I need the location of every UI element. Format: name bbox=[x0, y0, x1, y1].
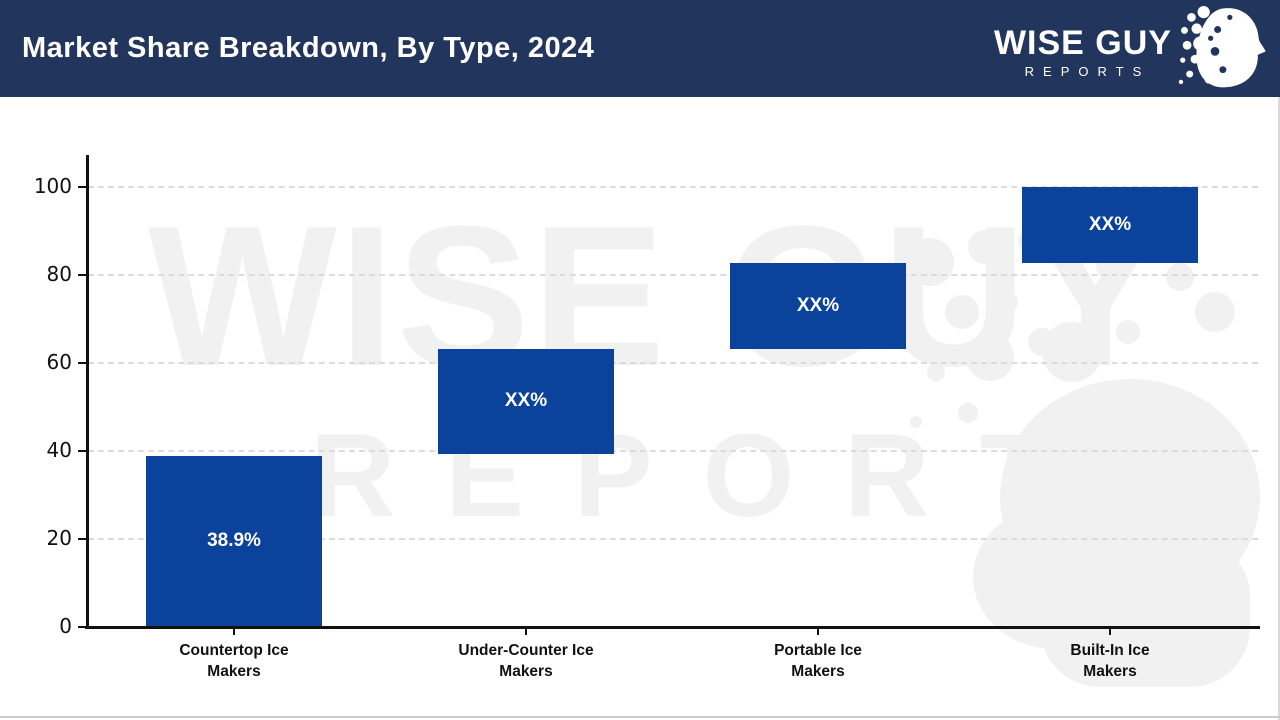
chart-area: WISE GUY REPORTS 0 20 40 60 80 100 38.9% Counte… bbox=[0, 97, 1280, 718]
gridline-y-60 bbox=[88, 362, 1258, 364]
x-category-label-built-in-ice-makers: Built-In Ice Makers bbox=[964, 641, 1256, 683]
y-tick-mark-60 bbox=[78, 362, 87, 364]
bar-value-label-portable-ice-makers: XX% bbox=[796, 295, 840, 316]
y-tick-label-80: 80 bbox=[46, 262, 72, 286]
x-category-label-line: Makers bbox=[791, 662, 845, 680]
brand-subname: REPORTS bbox=[1024, 63, 1151, 79]
bottom-border-line bbox=[0, 716, 1280, 718]
y-tick-mark-40 bbox=[78, 450, 87, 452]
watermark-face-icon bbox=[850, 217, 1270, 692]
y-tick-label-100: 100 bbox=[33, 174, 72, 198]
x-category-label-line: Makers bbox=[1083, 662, 1137, 680]
gridline-y-40 bbox=[88, 450, 1258, 452]
header-bar: Market Share Breakdown, By Type, 2024 WI… bbox=[0, 0, 1280, 97]
x-category-label-line: Portable Ice bbox=[774, 642, 862, 659]
x-category-label-portable-ice-makers: Portable Ice Makers bbox=[672, 641, 964, 683]
bar-countertop-ice-makers: 38.9% bbox=[146, 455, 322, 627]
x-category-label-line: Countertop Ice bbox=[179, 642, 289, 659]
bar-under-counter-ice-makers: XX% bbox=[438, 348, 614, 455]
bar-value-label-built-in-ice-makers: XX% bbox=[1088, 214, 1132, 236]
x-tick-mark-built-in-ice-makers bbox=[1109, 628, 1111, 635]
page-title: Market Share Breakdown, By Type, 2024 bbox=[22, 32, 595, 64]
x-tick-mark-countertop-ice-makers bbox=[233, 628, 235, 635]
y-axis-line bbox=[86, 155, 89, 629]
x-category-label-line: Makers bbox=[499, 662, 553, 680]
bar-value-label-countertop-ice-makers: 38.9% bbox=[207, 530, 261, 552]
bar-portable-ice-makers: XX% bbox=[730, 263, 906, 349]
x-axis-line bbox=[85, 626, 1260, 629]
brand-logo-text: WISE GUY REPORTS bbox=[994, 26, 1172, 79]
y-tick-label-20: 20 bbox=[46, 526, 72, 550]
x-tick-mark-under-counter-ice-makers bbox=[525, 628, 527, 635]
gridline-y-80 bbox=[88, 274, 1258, 276]
brand-logo: WISE GUY REPORTS bbox=[994, 4, 1270, 94]
x-category-label-line: Built-In Ice bbox=[1070, 642, 1150, 659]
gridline-y-100 bbox=[88, 186, 1258, 188]
x-category-label-line: Makers bbox=[207, 662, 261, 680]
y-tick-label-0: 0 bbox=[59, 614, 72, 638]
bar-value-label-under-counter-ice-makers: XX% bbox=[504, 390, 548, 412]
y-tick-label-60: 60 bbox=[46, 350, 72, 374]
brand-name: WISE GUY bbox=[993, 23, 1172, 62]
bar-built-in-ice-makers: XX% bbox=[1022, 187, 1198, 264]
y-tick-mark-0 bbox=[78, 626, 87, 628]
x-category-label-line: Under-Counter Ice bbox=[458, 642, 594, 659]
y-tick-mark-80 bbox=[78, 274, 87, 276]
x-category-label-under-counter-ice-makers: Under-Counter Ice Makers bbox=[380, 641, 672, 683]
gridline-y-20 bbox=[88, 538, 1258, 540]
y-tick-label-40: 40 bbox=[46, 438, 72, 462]
y-tick-mark-100 bbox=[78, 186, 87, 188]
x-tick-mark-portable-ice-makers bbox=[817, 628, 819, 635]
y-tick-mark-20 bbox=[78, 538, 87, 540]
x-category-label-countertop-ice-makers: Countertop Ice Makers bbox=[88, 641, 380, 683]
dotted-face-profile-icon bbox=[1174, 2, 1270, 97]
